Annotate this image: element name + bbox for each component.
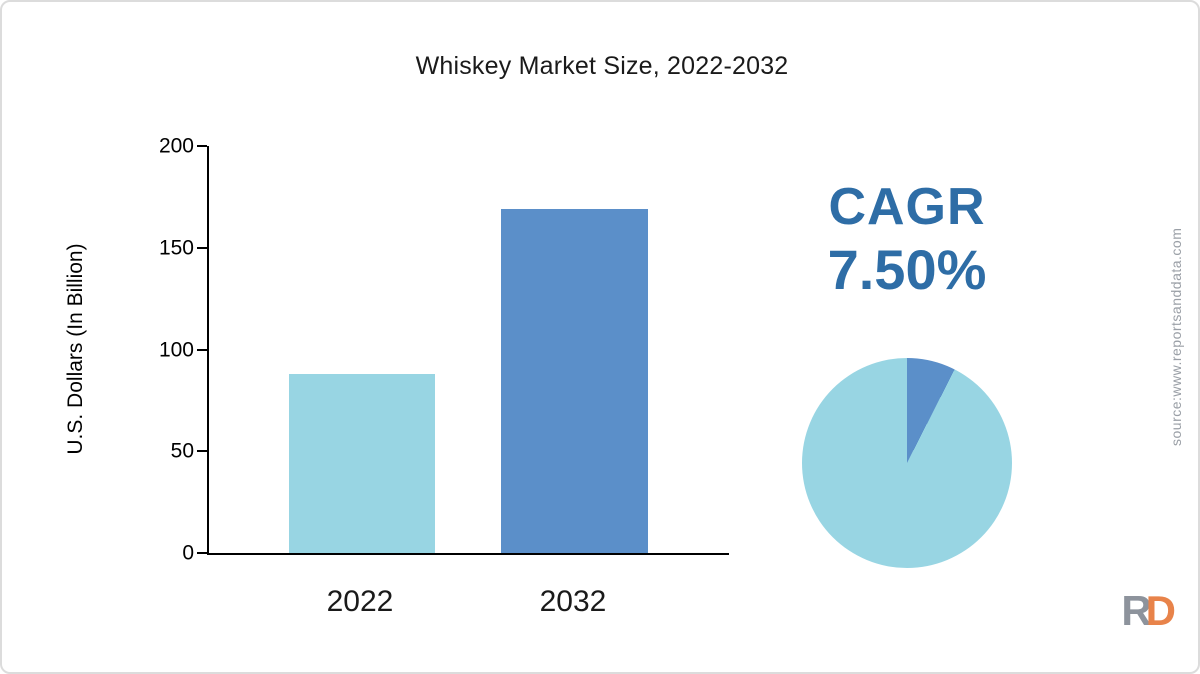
y-tick-mark <box>197 450 207 453</box>
cagr-label: CAGR <box>828 178 986 236</box>
reports-and-data-logo: R D <box>1121 590 1176 632</box>
y-tick-label: 150 <box>158 236 194 260</box>
cagr-value: 7.50% <box>827 237 987 301</box>
y-tick-mark <box>197 348 207 351</box>
bar-2032 <box>501 209 648 553</box>
y-tick-label: 50 <box>170 439 194 463</box>
y-axis-ticks: 0 50 100 150 200 <box>132 136 194 564</box>
chart-title: Whiskey Market Size, 2022-2032 <box>415 52 789 80</box>
logo-letter-r: R <box>1121 587 1152 634</box>
y-tick-label: 0 <box>182 541 194 565</box>
y-axis-label-text: U.S. Dollars (In Billion) <box>64 243 87 455</box>
logo-letter-d: D <box>1145 587 1176 634</box>
y-tick-label: 200 <box>158 134 194 158</box>
source-attribution: source:www.reportsanddata.com <box>1168 227 1184 447</box>
bar-2022 <box>289 373 435 553</box>
cagr-callout: CAGR 7.50% <box>772 180 1042 299</box>
y-tick-mark <box>197 246 207 249</box>
y-tick-mark <box>197 145 207 147</box>
x-tick-label-2032: 2032 <box>539 585 607 618</box>
bar-plot-area <box>197 145 729 555</box>
pie-chart <box>802 358 1012 568</box>
y-tick-mark <box>197 552 207 554</box>
x-tick-label-2022: 2022 <box>326 585 394 618</box>
y-tick-label: 100 <box>158 338 194 361</box>
